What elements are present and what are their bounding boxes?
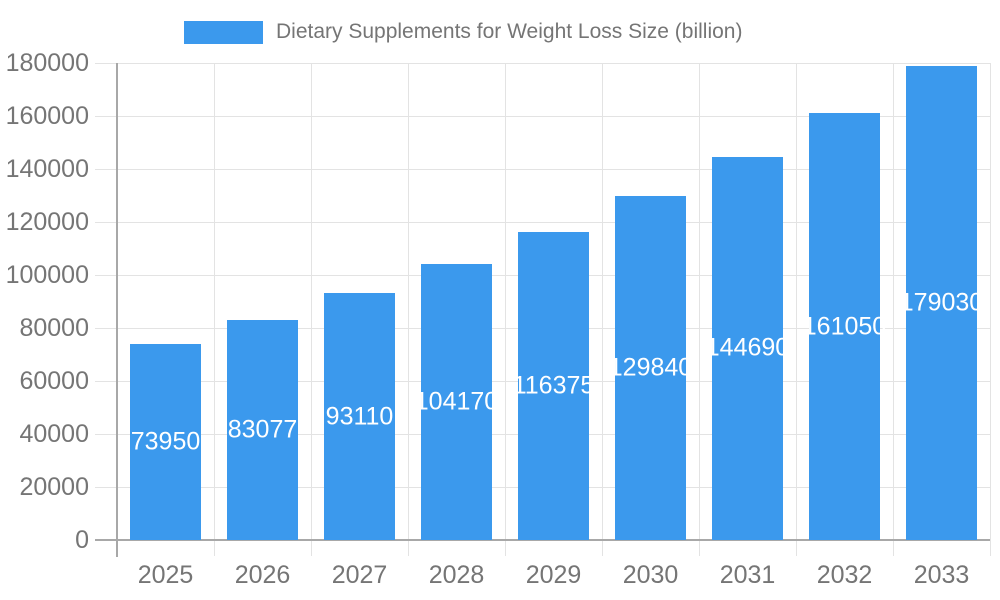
- y-axis-line: [116, 63, 118, 557]
- bar-value-label: 179030: [899, 288, 984, 317]
- bar-value-label: 104170: [414, 387, 499, 416]
- x-gridline: [407, 63, 409, 556]
- x-gridline: [698, 63, 700, 556]
- x-axis-tick-label: 2033: [913, 561, 970, 589]
- y-gridline: [95, 62, 990, 64]
- legend-label: Dietary Supplements for Weight Loss Size…: [276, 20, 743, 43]
- bar-value-label: 93110: [325, 402, 394, 431]
- x-gridline: [504, 63, 506, 556]
- y-axis-tick-label: 40000: [19, 420, 89, 448]
- x-axis-tick-label: 2029: [525, 561, 582, 589]
- chart-legend[interactable]: Dietary Supplements for Weight Loss Size…: [184, 20, 742, 44]
- y-gridline: [95, 221, 990, 223]
- bar-2031[interactable]: 144690: [706, 156, 789, 540]
- x-axis-tick-label: 2031: [719, 561, 776, 589]
- bar-value-label: 161050: [802, 312, 887, 341]
- bar-2032[interactable]: 161050: [803, 113, 886, 540]
- x-gridline: [310, 63, 312, 556]
- x-axis-tick-label: 2027: [331, 561, 388, 589]
- x-gridline: [795, 63, 797, 556]
- x-axis-tick-label: 2030: [622, 561, 679, 589]
- bar-2025[interactable]: 73950: [130, 344, 201, 540]
- x-axis-tick-label: 2026: [234, 561, 291, 589]
- x-gridline: [892, 63, 894, 556]
- y-axis-tick-label: 180000: [5, 49, 89, 77]
- x-axis-line: [95, 539, 990, 541]
- legend-swatch-icon: [184, 20, 263, 44]
- bar-2028[interactable]: 104170: [415, 263, 498, 540]
- y-axis-tick-label: 120000: [5, 208, 89, 236]
- x-axis-tick-label: 2032: [816, 561, 873, 589]
- bar-2026[interactable]: 83077: [227, 319, 298, 540]
- bar-2027[interactable]: 93110: [324, 293, 395, 540]
- y-axis-tick-label: 20000: [19, 473, 89, 501]
- bar-2029[interactable]: 116375: [513, 231, 594, 540]
- x-axis-tick-label: 2025: [137, 561, 194, 589]
- plot-area: 0 20000 40000 60000 80000 100000 120000 140000 1…: [6, 49, 991, 589]
- bar-2030[interactable]: 129840: [609, 195, 692, 540]
- y-axis-tick-label: 140000: [5, 155, 89, 183]
- x-gridline: [989, 63, 991, 556]
- x-gridline: [213, 63, 215, 556]
- bar-value-label: 83077: [227, 415, 298, 444]
- y-axis-tick-label: 0: [75, 526, 89, 554]
- y-axis-tick-label: 160000: [5, 102, 89, 130]
- y-gridline: [95, 168, 990, 170]
- y-axis-tick-label: 100000: [5, 261, 89, 289]
- x-gridline: [601, 63, 603, 556]
- bar-value-label: 144690: [705, 333, 790, 362]
- x-axis-tick-label: 2028: [428, 561, 485, 589]
- y-axis-tick-label: 60000: [19, 367, 89, 395]
- y-axis-tick-label: 80000: [19, 314, 89, 342]
- bar-2033[interactable]: 179030: [900, 65, 983, 540]
- bar-value-label: 73950: [130, 427, 201, 456]
- bar-value-label: 129840: [608, 353, 693, 382]
- bar-value-label: 116375: [512, 371, 595, 400]
- y-gridline: [95, 115, 990, 117]
